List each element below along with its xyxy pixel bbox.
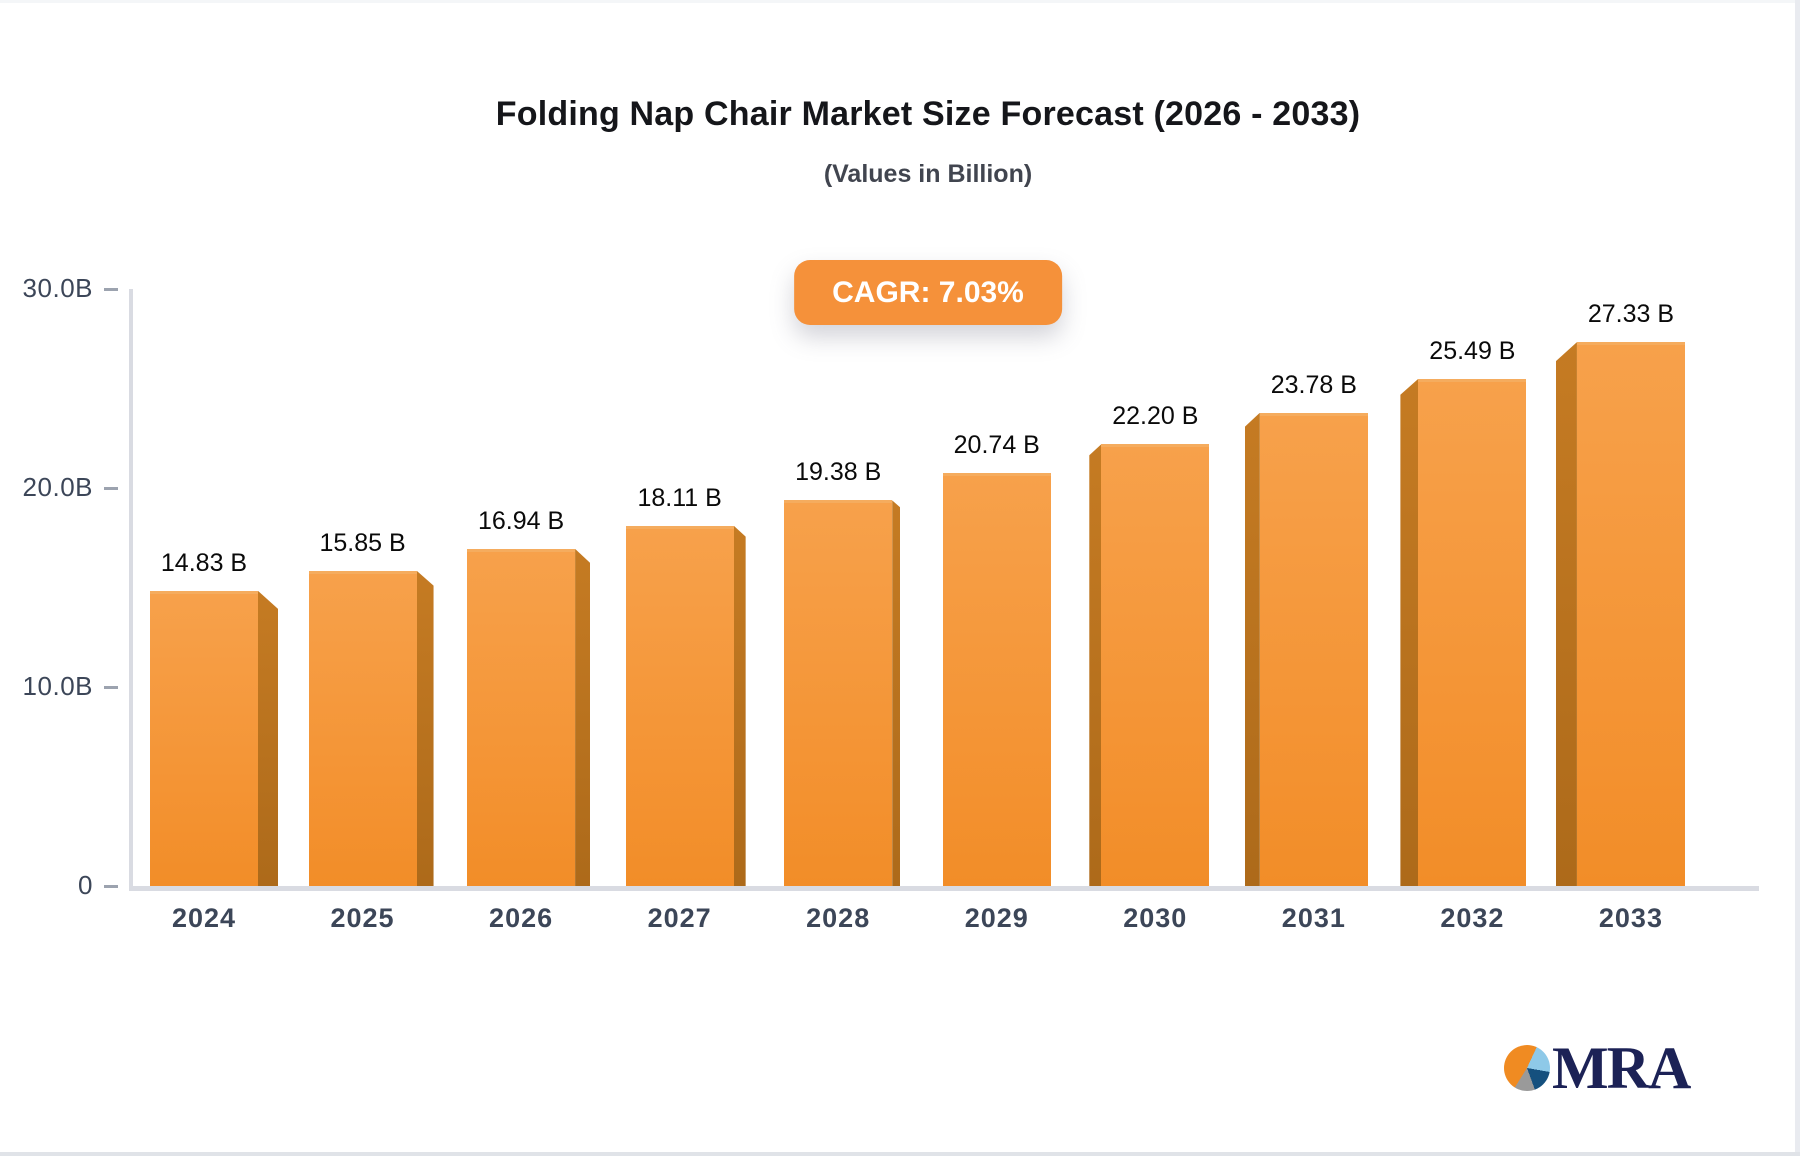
bar-2032 (1418, 378, 1527, 886)
bar-value-label: 19.38 B (795, 458, 882, 487)
y-tick-label: 30.0B (22, 273, 93, 303)
bar-3d-side (892, 500, 901, 886)
bar-value-label: 23.78 B (1270, 370, 1357, 399)
bar-value-label: 22.20 B (1112, 402, 1199, 431)
bar-3d-side (1244, 412, 1260, 886)
bar-3d-side (1089, 444, 1102, 886)
bar-3d-side (575, 548, 591, 886)
y-axis-line (129, 289, 133, 891)
bar-2025 (308, 570, 417, 886)
x-axis-label-2026: 2026 (489, 903, 554, 933)
y-tick-label: 20.0B (22, 472, 93, 502)
bar-2030 (1101, 444, 1210, 886)
bar-value-label: 14.83 B (160, 548, 248, 577)
bar-3d-side (416, 570, 434, 886)
mra-logo: MRA (1504, 1035, 1691, 1101)
right-edge-strip (1795, 0, 1800, 1156)
chart-title: Folding Nap Chair Market Size Forecast (… (495, 95, 1361, 133)
y-tick-label: 0 (78, 870, 93, 900)
x-axis-label-2024: 2024 (171, 903, 237, 933)
y-tick-label: 10.0B (22, 671, 93, 701)
x-axis-label-2028: 2028 (806, 903, 871, 933)
x-axis-label-2033: 2033 (1598, 903, 1663, 933)
bar-3d-side (258, 590, 278, 886)
y-tick-dash (104, 487, 118, 490)
y-tick-dash (104, 288, 118, 291)
bar-value-label: 16.94 B (478, 506, 565, 535)
y-tick-dash (104, 885, 118, 888)
bar-2027 (625, 525, 734, 886)
bar-2029 (942, 473, 1051, 886)
bar-2024 (150, 590, 258, 886)
bar-2033 (1576, 342, 1685, 886)
bar-2031 (1259, 412, 1368, 886)
pie-chart-logo-icon (1504, 1045, 1550, 1091)
x-axis-label-2031: 2031 (1281, 903, 1346, 933)
bar-value-label: 27.33 B (1587, 300, 1675, 329)
bar-3d-side (733, 525, 746, 886)
bar-3d-side (1555, 342, 1577, 886)
cagr-badge: CAGR: 7.03% (794, 260, 1062, 325)
bar-value-label: 20.74 B (953, 431, 1040, 460)
bar-2026 (467, 548, 576, 886)
bar-value-label: 18.11 B (637, 483, 722, 512)
bar-value-label: 25.49 B (1429, 336, 1516, 365)
x-axis-label-2032: 2032 (1440, 903, 1505, 933)
chart-subtitle: (Values in Billion) (823, 160, 1033, 188)
logo-text: MRA (1552, 1035, 1691, 1101)
top-edge-strip (0, 0, 1800, 3)
x-axis-baseline (129, 886, 1759, 891)
x-axis-label-2030: 2030 (1123, 903, 1188, 933)
x-axis-label-2027: 2027 (647, 903, 712, 933)
bottom-edge-strip (0, 1152, 1800, 1156)
x-axis-label-2025: 2025 (330, 903, 395, 933)
bar-2028 (784, 500, 893, 886)
bar-3d-side (1400, 378, 1419, 886)
bar-value-label: 15.85 B (319, 528, 406, 557)
y-tick-dash (104, 686, 118, 689)
x-axis-label-2029: 2029 (964, 903, 1029, 933)
